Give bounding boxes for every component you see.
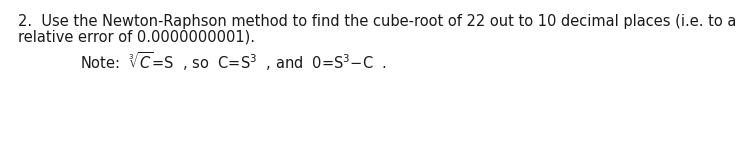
Text: relative error of 0.0000000001).: relative error of 0.0000000001).	[18, 30, 255, 45]
Text: Note:  $\sqrt[3]{C}$=S  , so  C=S$^3$  , and  0=S$^3$−C  .: Note: $\sqrt[3]{C}$=S , so C=S$^3$ , and…	[80, 50, 387, 73]
Text: 2.  Use the Newton-Raphson method to find the cube-root of 22 out to 10 decimal : 2. Use the Newton-Raphson method to find…	[18, 14, 736, 29]
